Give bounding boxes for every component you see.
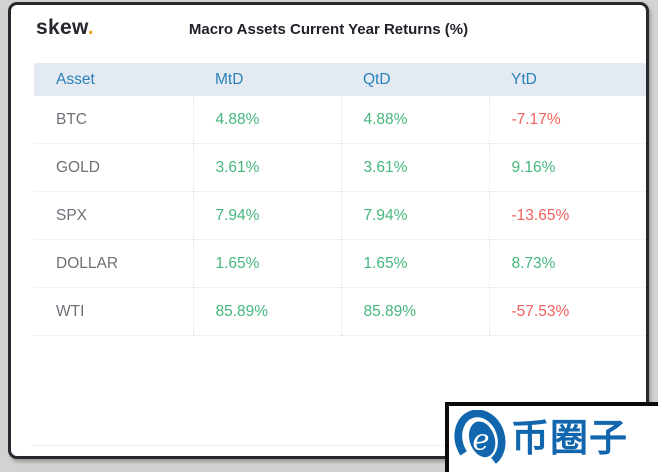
value-cell: 85.89% xyxy=(340,287,489,336)
value-cell: 7.94% xyxy=(340,191,489,240)
value-cell: 7.94% xyxy=(192,191,341,240)
value-cell: 3.61% xyxy=(340,143,489,192)
table-row-wti: WTI 85.89% 85.89% -57.53% xyxy=(34,287,646,336)
faint-dotted-divider xyxy=(33,445,618,446)
skew-logo-text: skew xyxy=(36,16,88,39)
asset-cell: BTC xyxy=(34,96,193,144)
bqz-watermark: e 币圈子 xyxy=(445,402,658,472)
coin-logo-icon: e xyxy=(454,410,506,468)
value-cell: 1.65% xyxy=(192,239,341,288)
table-row-gold: GOLD 3.61% 3.61% 9.16% xyxy=(34,143,646,192)
value-cell: -13.65% xyxy=(488,191,646,240)
watermark-text: 币圈子 xyxy=(511,418,629,460)
asset-cell: SPX xyxy=(34,191,193,240)
value-cell: 4.88% xyxy=(340,96,489,144)
value-cell: 1.65% xyxy=(340,239,489,288)
table-row-spx: SPX 7.94% 7.94% -13.65% xyxy=(34,191,646,240)
column-header-asset: Asset xyxy=(34,63,193,96)
returns-table-body: BTC 4.88% 4.88% -7.17% GOLD 3.61% 3.61% 9.16% SP… xyxy=(34,96,646,336)
asset-cell: GOLD xyxy=(34,143,193,192)
value-cell: 8.73% xyxy=(488,239,646,288)
value-cell: -57.53% xyxy=(488,287,646,336)
value-cell: -7.17% xyxy=(488,96,646,144)
returns-table: Asset MtD QtD YtD BTC 4.88% 4.88% -7.17% GOLD 3.… xyxy=(34,63,646,336)
svg-text:e: e xyxy=(472,423,489,457)
skew-logo-accent-dot: . xyxy=(87,16,94,39)
value-cell: 85.89% xyxy=(192,287,341,336)
column-header-mtd: MtD xyxy=(193,63,341,96)
table-row-btc: BTC 4.88% 4.88% -7.17% xyxy=(34,96,646,144)
value-cell: 3.61% xyxy=(192,143,341,192)
table-row-dollar: DOLLAR 1.65% 1.65% 8.73% xyxy=(34,239,646,288)
returns-table-header-row: Asset MtD QtD YtD xyxy=(34,63,646,96)
chart-title: Macro Assets Current Year Returns (%) xyxy=(188,21,469,38)
column-header-ytd: YtD xyxy=(489,63,646,96)
skew-logo: skew. xyxy=(36,16,94,40)
asset-cell: WTI xyxy=(34,287,193,336)
column-header-qtd: QtD xyxy=(341,63,489,96)
value-cell: 4.88% xyxy=(192,96,341,144)
asset-cell: DOLLAR xyxy=(34,239,193,288)
chart-card: skew. Macro Assets Current Year Returns … xyxy=(8,2,649,459)
value-cell: 9.16% xyxy=(488,143,646,192)
